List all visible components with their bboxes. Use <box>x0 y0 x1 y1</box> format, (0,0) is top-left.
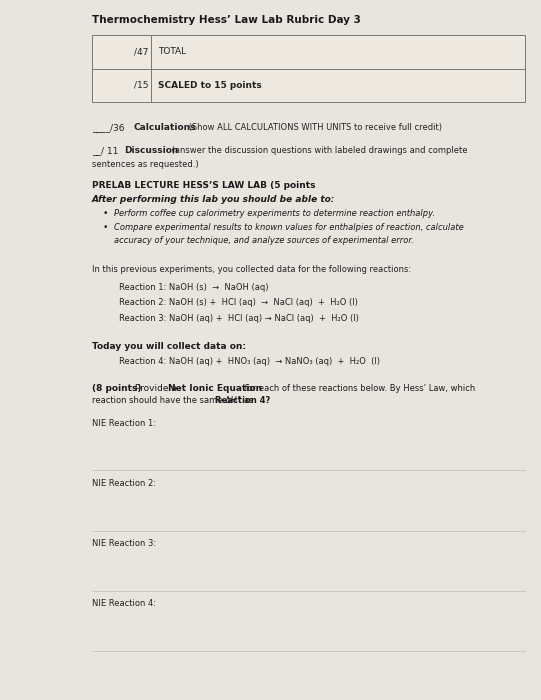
Text: NIE Reaction 3:: NIE Reaction 3: <box>92 539 156 548</box>
Text: Today you will collect data on:: Today you will collect data on: <box>92 342 246 351</box>
Text: (Show ALL CALCULATIONS WITH UNITS to receive full credit): (Show ALL CALCULATIONS WITH UNITS to rec… <box>186 123 442 132</box>
Text: NIE Reaction 1:: NIE Reaction 1: <box>92 419 156 428</box>
Text: /15: /15 <box>134 81 149 90</box>
Text: PRELAB LECTURE HESS’S LAW LAB (5 points: PRELAB LECTURE HESS’S LAW LAB (5 points <box>92 181 315 190</box>
Text: Net Ionic Equation: Net Ionic Equation <box>168 384 262 393</box>
Text: SCALED to 15 points: SCALED to 15 points <box>158 81 262 90</box>
Text: (8 points): (8 points) <box>92 384 141 393</box>
Text: Reaction 4: NaOH (aq) +  HNO₃ (aq)  → NaNO₃ (aq)  +  H₂O  (l): Reaction 4: NaOH (aq) + HNO₃ (aq) → NaNO… <box>119 357 380 366</box>
Text: TOTAL: TOTAL <box>158 48 186 56</box>
Text: __/ 11: __/ 11 <box>92 146 124 155</box>
Bar <box>92 35 525 102</box>
Text: Calculations: Calculations <box>133 123 196 132</box>
Text: After performing this lab you should be able to:: After performing this lab you should be … <box>92 195 335 204</box>
Text: sentences as requested.): sentences as requested.) <box>92 160 199 169</box>
Text: Thermochemistry Hess’ Law Lab Rubric Day 3: Thermochemistry Hess’ Law Lab Rubric Day… <box>92 15 361 25</box>
Text: •: • <box>103 209 108 218</box>
Text: Discussion: Discussion <box>124 146 179 155</box>
Text: accuracy of your technique, and analyze sources of experimental error.: accuracy of your technique, and analyze … <box>114 236 413 245</box>
Text: Provide a: Provide a <box>132 384 180 393</box>
Text: NIE Reaction 4:: NIE Reaction 4: <box>92 599 156 608</box>
Text: (answer the discussion questions with labeled drawings and complete: (answer the discussion questions with la… <box>169 146 467 155</box>
Text: In this previous experiments, you collected data for the following reactions:: In this previous experiments, you collec… <box>92 265 411 274</box>
Text: Compare experimental results to known values for enthalpies of reaction, calcula: Compare experimental results to known va… <box>114 223 463 232</box>
Text: •: • <box>103 223 108 232</box>
Text: reaction should have the same ΔH° as: reaction should have the same ΔH° as <box>92 396 256 405</box>
Text: ____/36: ____/36 <box>92 123 130 132</box>
Text: Reaction 4?: Reaction 4? <box>215 396 270 405</box>
Text: Perform coffee cup calorimetry experiments to determine reaction enthalpy.: Perform coffee cup calorimetry experimen… <box>114 209 435 218</box>
Text: /47: /47 <box>134 48 149 56</box>
Text: Reaction 3: NaOH (aq) +  HCl (aq) → NaCl (aq)  +  H₂O (l): Reaction 3: NaOH (aq) + HCl (aq) → NaCl … <box>119 314 359 323</box>
Text: for each of these reactions below. By Hess’ Law, which: for each of these reactions below. By He… <box>242 384 476 393</box>
Text: NIE Reaction 2:: NIE Reaction 2: <box>92 479 156 488</box>
Text: Reaction 2: NaOH (s) +  HCl (aq)  →  NaCl (aq)  +  H₂O (l): Reaction 2: NaOH (s) + HCl (aq) → NaCl (… <box>119 298 358 307</box>
Text: Reaction 1: NaOH (s)  →  NaOH (aq): Reaction 1: NaOH (s) → NaOH (aq) <box>119 283 268 292</box>
